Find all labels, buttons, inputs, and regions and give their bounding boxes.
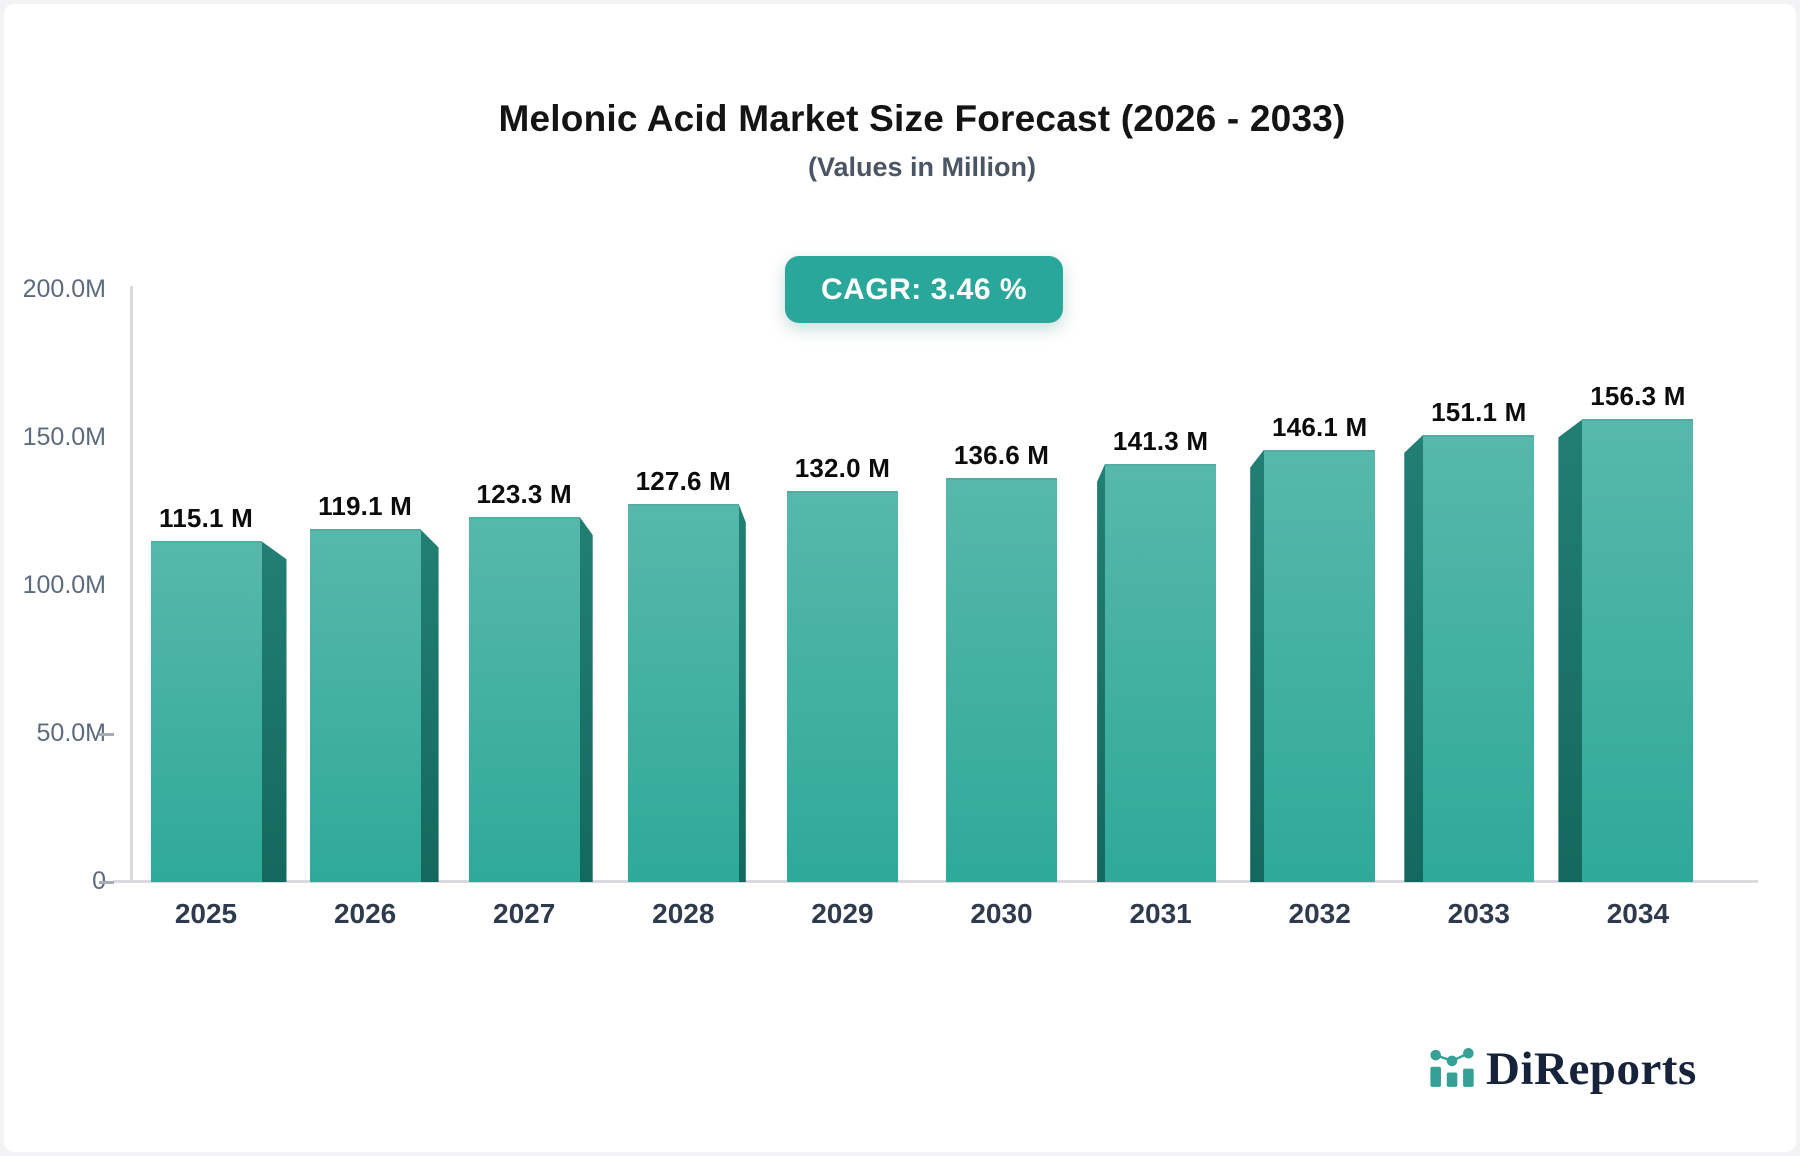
chart-title: Melonic Acid Market Size Forecast (2026 … bbox=[498, 98, 1346, 139]
bar-side-2032 bbox=[1250, 449, 1265, 882]
bar-2033 bbox=[1423, 434, 1535, 882]
bar-2025 bbox=[150, 541, 262, 882]
bar-side-2028 bbox=[738, 504, 746, 882]
x-axis-label-2028: 2028 bbox=[652, 898, 715, 929]
bar-value-label-2034: 156.3 M bbox=[1590, 381, 1686, 412]
bar-side-2025 bbox=[261, 541, 287, 882]
bar-2031 bbox=[1105, 463, 1217, 882]
x-axis-line bbox=[113, 880, 1758, 883]
bar-value-label-2025: 115.1 M bbox=[159, 503, 253, 534]
y-axis-tick-50 bbox=[99, 733, 114, 736]
x-axis-label-2033: 2033 bbox=[1447, 898, 1510, 929]
bar-side-2026 bbox=[420, 529, 439, 882]
y-axis-line bbox=[130, 286, 133, 883]
bar-value-label-2032: 146.1 M bbox=[1272, 411, 1368, 442]
bar-side-2027 bbox=[579, 517, 593, 882]
chart-subtitle: (Values in Million) bbox=[807, 152, 1037, 182]
y-axis-label-200: 200.0M bbox=[22, 275, 106, 303]
y-axis-tick-0 bbox=[99, 881, 114, 884]
y-axis-label-150: 150.0M bbox=[22, 423, 106, 451]
bar-value-label-2030: 136.6 M bbox=[953, 439, 1050, 470]
title-block: Melonic Acid Market Size Forecast (2026 … bbox=[22, 0, 1800, 183]
cagr-badge: CAGR: 3.46 % bbox=[784, 256, 1064, 323]
direports-logo-icon bbox=[1428, 1030, 1478, 1093]
bar-value-label-2028: 127.6 M bbox=[635, 466, 731, 497]
x-axis-label-2029: 2029 bbox=[811, 898, 874, 929]
x-axis-label-2026: 2026 bbox=[333, 898, 397, 929]
bar-side-2031 bbox=[1097, 463, 1106, 882]
bar-2027 bbox=[468, 517, 580, 882]
bar-value-label-2027: 123.3 M bbox=[476, 479, 572, 510]
x-axis-label-2030: 2030 bbox=[970, 898, 1033, 929]
bar-2026 bbox=[309, 529, 421, 882]
y-axis-label-100: 100.0M bbox=[22, 571, 106, 599]
bar-2034 bbox=[1582, 419, 1694, 882]
bar-value-label-2029: 132.0 M bbox=[794, 453, 891, 484]
bar-2032 bbox=[1264, 449, 1376, 882]
x-axis-label-2025: 2025 bbox=[174, 898, 238, 929]
bar-value-label-2026: 119.1 M bbox=[318, 491, 413, 522]
bar-value-label-2033: 151.1 M bbox=[1431, 396, 1527, 427]
direports-logo: DiReports bbox=[1428, 1030, 1697, 1093]
bar-value-label-2031: 141.3 M bbox=[1112, 425, 1209, 456]
bar-2028 bbox=[627, 504, 739, 882]
x-axis-label-2027: 2027 bbox=[493, 898, 556, 929]
x-axis-label-2031: 2031 bbox=[1129, 898, 1192, 929]
x-axis-label-2032: 2032 bbox=[1288, 898, 1351, 929]
direports-logo-text: DiReports bbox=[1486, 1043, 1697, 1095]
y-axis-label-50: 50.0M bbox=[36, 719, 106, 747]
y-axis-label-0: 0 bbox=[0, 867, 106, 896]
bar-side-2033 bbox=[1404, 434, 1424, 882]
bar-2029 bbox=[786, 491, 898, 882]
x-axis-label-2034: 2034 bbox=[1606, 898, 1670, 929]
bar-side-2034 bbox=[1558, 419, 1583, 882]
bar-2030 bbox=[946, 477, 1057, 882]
